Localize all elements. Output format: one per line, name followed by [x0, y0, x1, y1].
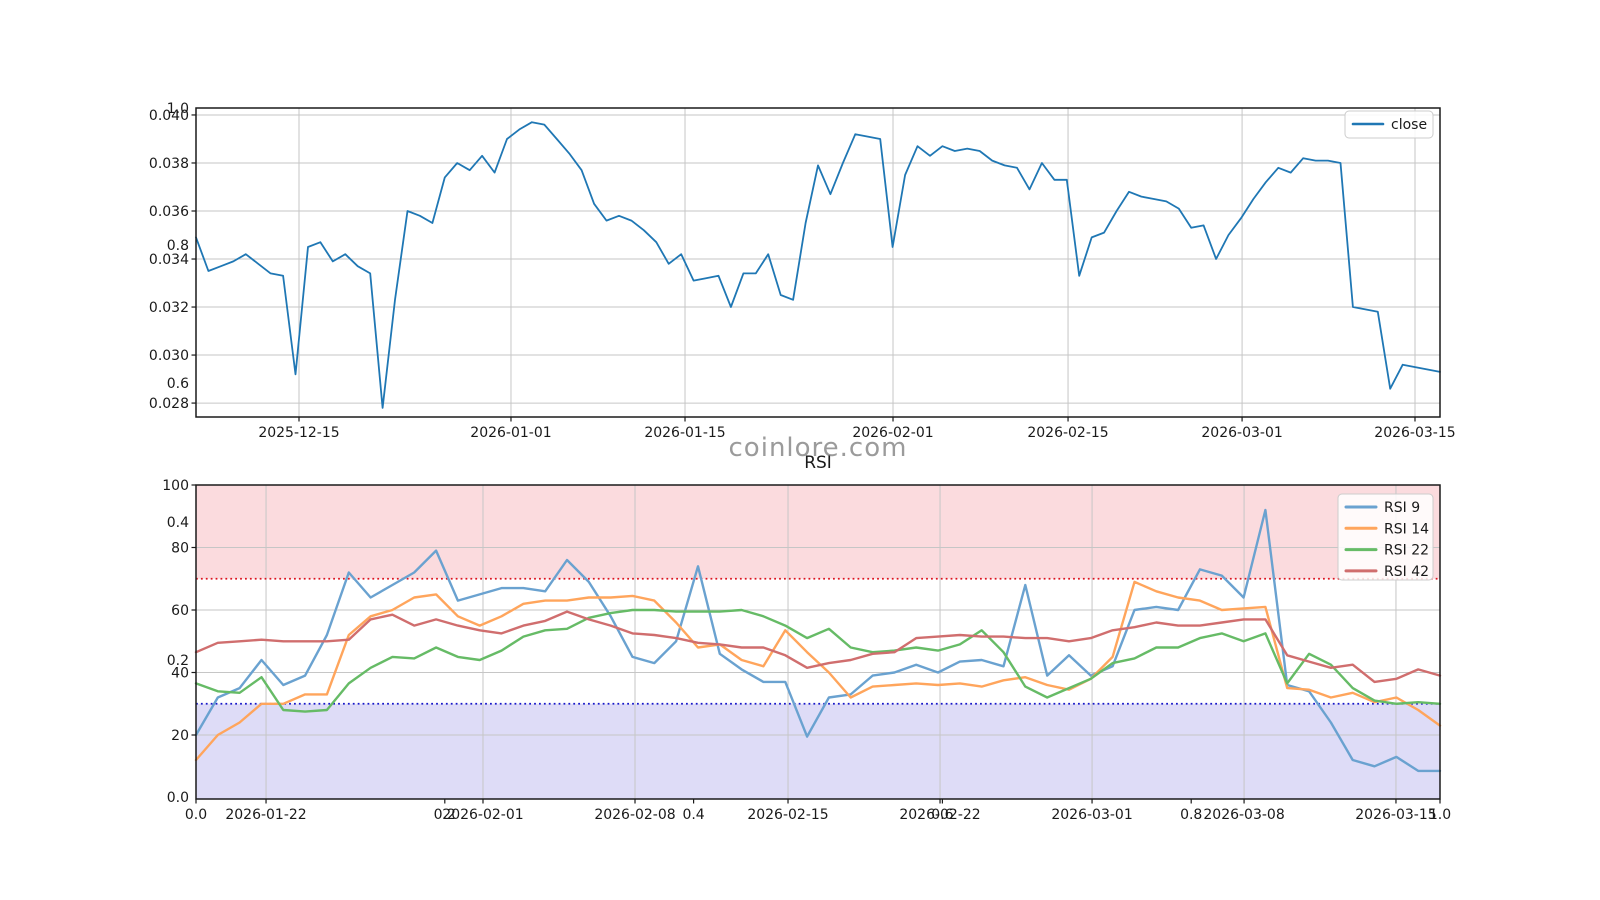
rsi-14-line: [194, 580, 1442, 762]
y2-tick-label: 0.0: [167, 790, 189, 806]
rsi-plot-border: [195, 484, 1441, 800]
price-plot-border: [195, 107, 1441, 418]
legend-box: [1337, 493, 1434, 581]
y2-tick-label: 0.8: [167, 238, 189, 254]
y-tick-label: 0.032: [149, 300, 189, 316]
rsi-chart: 2026-01-22 2026-02-01 2026-02-08 2026-02-15…: [162, 478, 1451, 823]
rsi-band: [196, 703, 1440, 799]
rsi-22-line: [194, 608, 1442, 713]
y-tick-label: 60: [171, 603, 189, 619]
x-tick-label: 2026-03-15: [1355, 807, 1436, 823]
y-tick-label: 0.030: [149, 348, 189, 364]
y-tick-label: 80: [171, 541, 189, 557]
x-tick-label: 0.8: [1180, 807, 1202, 823]
y-tick-label: 0.036: [149, 204, 189, 220]
y-tick-label: 0.034: [149, 252, 189, 268]
x-tick-label: 2026-01-01: [470, 425, 551, 441]
x-tick-label: 2026-02-01: [852, 425, 933, 441]
legend-label: RSI 14: [1384, 521, 1429, 537]
y-tick-label: 0.038: [149, 156, 189, 172]
legend-label: RSI 42: [1384, 564, 1429, 580]
x-tick-label: 2026-02-01: [442, 807, 523, 823]
rsi-band: [196, 485, 1440, 579]
x-tick-label: 2026-01-15: [644, 425, 725, 441]
rsi-legend: RSI 9 RSI 14 RSI 22 RSI 42: [1337, 493, 1434, 581]
y2-tick-label: 0.4: [167, 515, 189, 531]
y-tick-label: 0.040: [149, 108, 189, 124]
x-tick-label: 2026-02-15: [747, 807, 828, 823]
x-tick-label: 0.2: [434, 807, 456, 823]
y2-tick-label: 0.2: [167, 653, 189, 669]
legend-label: RSI 22: [1384, 543, 1429, 559]
x-tick-label: 0.6: [931, 807, 953, 823]
rsi-9-line: [194, 508, 1442, 773]
watermark: coinlore.com: [728, 433, 908, 463]
x-tick-label: 0.4: [682, 807, 704, 823]
x-tick-label: 2026-03-08: [1203, 807, 1284, 823]
x-tick-label: 2026-02-22: [899, 807, 980, 823]
x-tick-label: 2026-03-01: [1201, 425, 1282, 441]
legend-label: close: [1391, 117, 1427, 133]
legend-box: [1344, 110, 1434, 139]
price-chart: 2025-12-15 2026-01-01 2026-01-15 2026-02-01…: [149, 101, 1456, 441]
y-tick-label: 40: [171, 666, 189, 682]
y-tick-label: 100: [162, 478, 189, 494]
x-tick-label: 2026-03-01: [1051, 807, 1132, 823]
y2-tick-label: 0.6: [167, 376, 189, 392]
price-legend: close: [1344, 110, 1434, 139]
rsi-chart-title: RSI: [804, 453, 832, 473]
x-tick-label: 2025-12-15: [258, 425, 339, 441]
y-tick-label: 0.028: [149, 396, 189, 412]
x-tick-label: 2026-01-22: [225, 807, 306, 823]
x-tick-label: 2026-03-15: [1374, 425, 1455, 441]
x-tick-label: 2026-02-08: [594, 807, 675, 823]
y-tick-label: 20: [171, 728, 189, 744]
x-tick-label: 0.0: [185, 807, 207, 823]
close-line: [195, 121, 1441, 409]
x-tick-label: 1.0: [1429, 807, 1451, 823]
legend-label: RSI 9: [1384, 500, 1420, 516]
y2-tick-label: 1.0: [167, 101, 189, 117]
rsi-42-line: [194, 610, 1442, 684]
x-tick-label: 2026-02-15: [1027, 425, 1108, 441]
